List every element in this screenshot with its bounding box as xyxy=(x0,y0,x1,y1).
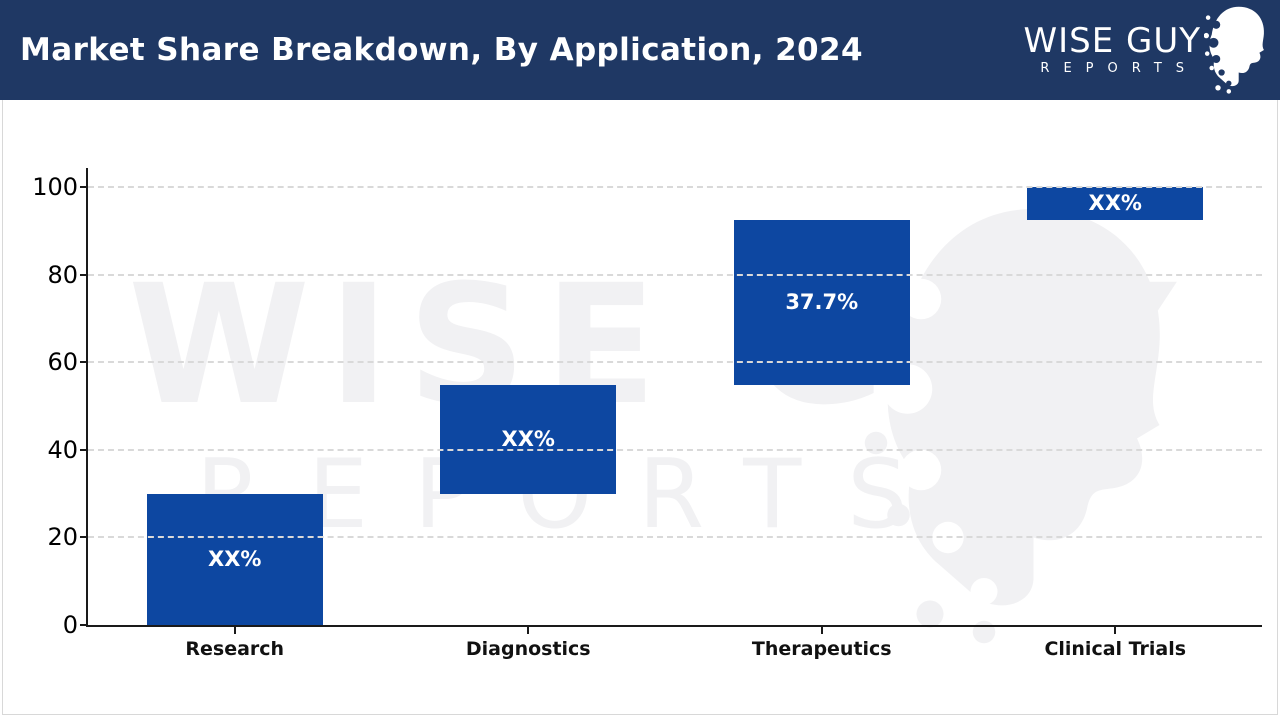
y-axis-label: 20 xyxy=(47,523,78,552)
logo-name: WISE GUY xyxy=(1023,20,1201,61)
page-title: Market Share Breakdown, By Application, … xyxy=(20,32,863,68)
y-axis-tick xyxy=(80,624,88,626)
x-axis-tick xyxy=(820,627,823,634)
y-axis-tick xyxy=(80,273,88,276)
x-axis-tick xyxy=(233,627,236,634)
bar-value-label: 37.7% xyxy=(785,290,859,315)
bar-value-label: XX% xyxy=(1088,191,1142,216)
bar-clinical-trials: XX% xyxy=(1027,187,1204,220)
gridline-100 xyxy=(88,186,1262,188)
y-axis-spine xyxy=(86,168,88,627)
x-axis-tick xyxy=(1114,627,1117,634)
y-axis-label: 0 xyxy=(62,611,78,639)
header: Market Share Breakdown, By Application, … xyxy=(0,0,1280,100)
y-axis-label: 40 xyxy=(47,435,78,464)
face-profile-logo-icon xyxy=(1204,5,1264,94)
x-axis-spine xyxy=(86,625,1262,627)
x-axis-label: Clinical Trials xyxy=(1044,638,1187,660)
gridline-20 xyxy=(88,536,1262,539)
y-axis-label: 80 xyxy=(47,260,78,289)
x-axis-label: Research xyxy=(185,638,285,660)
y-axis-tick xyxy=(80,361,88,364)
wise-guy-logo: WISE GUY REPORTS xyxy=(1023,4,1268,96)
logo-text: WISE GUY REPORTS xyxy=(1023,20,1201,76)
logo-tagline: REPORTS xyxy=(1040,61,1199,77)
x-axis-tick xyxy=(527,627,530,634)
bar-research: XX% xyxy=(146,493,323,625)
y-axis-label: 100 xyxy=(32,173,78,201)
y-axis-tick xyxy=(80,536,88,539)
gridline-80 xyxy=(88,273,1262,276)
gridline-60 xyxy=(88,361,1262,364)
y-axis-tick xyxy=(80,448,88,451)
y-axis-label: 60 xyxy=(47,348,78,377)
bar-diagnostics: XX% xyxy=(440,384,617,494)
bar-value-label: XX% xyxy=(208,547,262,572)
x-axis-label: Therapeutics xyxy=(751,638,892,660)
gridline-40 xyxy=(88,448,1262,451)
x-axis-label: Diagnostics xyxy=(465,638,591,660)
y-axis-tick xyxy=(80,186,88,188)
bar-value-label: XX% xyxy=(501,427,555,452)
bar-therapeutics: 37.7% xyxy=(733,219,910,385)
